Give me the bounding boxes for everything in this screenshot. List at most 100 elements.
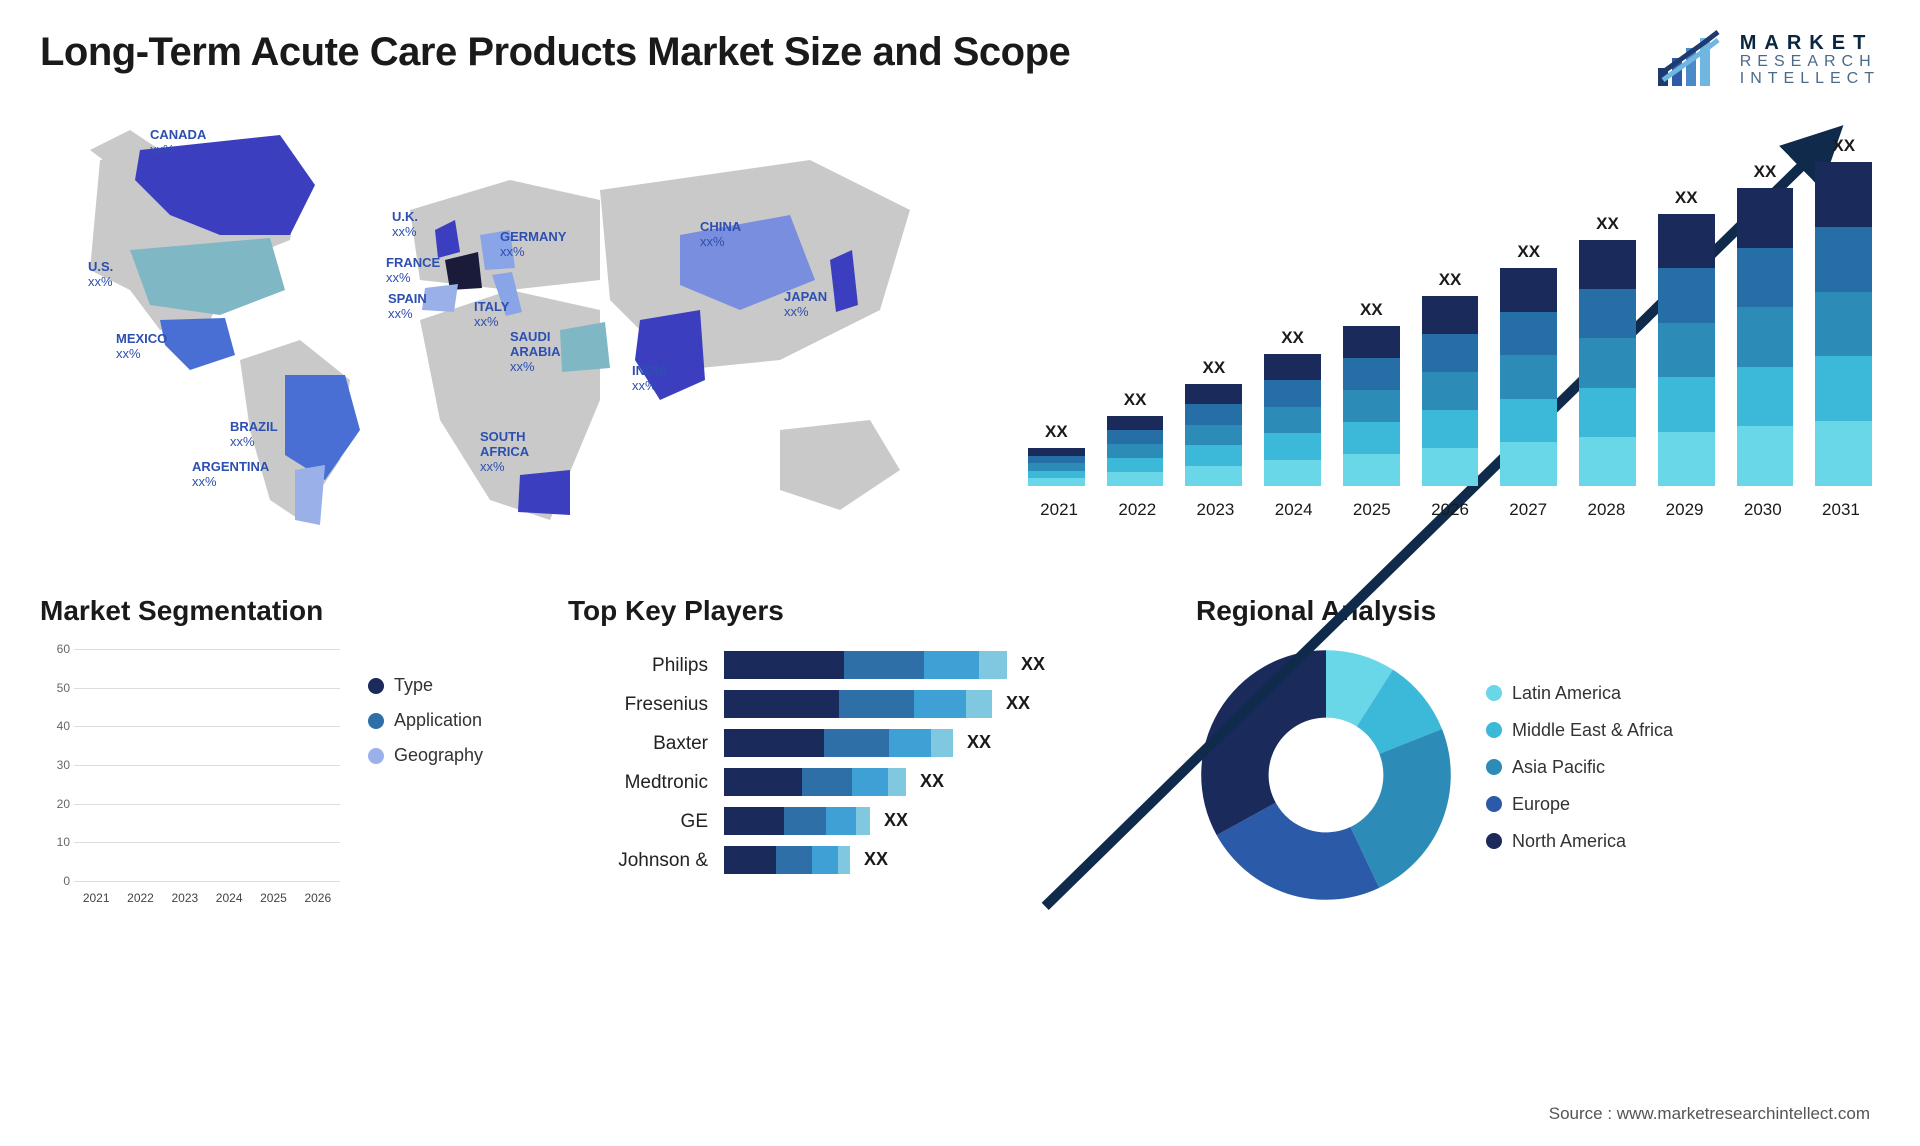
legend-label: Asia Pacific: [1512, 757, 1605, 778]
player-bar-row: XX: [724, 684, 1148, 723]
x-axis-label: 2025: [1333, 500, 1411, 520]
legend-label: Geography: [394, 745, 483, 766]
legend-swatch: [368, 713, 384, 729]
map-label: MEXICOxx%: [116, 332, 167, 362]
bar-segment: [824, 729, 889, 757]
x-axis-label: 2023: [163, 891, 207, 905]
bar-segment: [1658, 268, 1715, 322]
main-bar-col: XX: [1414, 270, 1487, 486]
main-bar-col: XX: [1729, 162, 1802, 486]
bar-segment: [852, 768, 888, 796]
key-players-title: Top Key Players: [568, 595, 1148, 627]
bar-value-label: XX: [1360, 300, 1383, 320]
bar-value-label: XX: [1675, 188, 1698, 208]
main-bar-col: XX: [1807, 136, 1880, 486]
bar-segment: [1579, 437, 1636, 486]
y-axis-label: 10: [40, 835, 70, 849]
y-axis-label: 0: [40, 874, 70, 888]
player-name: Johnson &: [568, 842, 708, 881]
regional-legend: Latin AmericaMiddle East & AfricaAsia Pa…: [1486, 683, 1673, 868]
bar-segment: [802, 768, 852, 796]
bar-segment: [1579, 240, 1636, 289]
bar-segment: [1422, 334, 1479, 372]
legend-swatch: [368, 678, 384, 694]
bar-segment: [724, 729, 824, 757]
y-axis-label: 20: [40, 797, 70, 811]
bar-segment: [888, 768, 906, 796]
x-axis-label: 2024: [1255, 500, 1333, 520]
bar-segment: [1815, 227, 1872, 292]
x-axis-label: 2028: [1567, 500, 1645, 520]
main-bar-col: XX: [1177, 358, 1250, 486]
bar-value-label: XX: [1021, 654, 1045, 675]
bar-segment: [1500, 399, 1557, 443]
map-label: ITALYxx%: [474, 300, 509, 330]
bar-value-label: XX: [967, 732, 991, 753]
bar-segment: [1500, 355, 1557, 399]
main-bar-col: XX: [1492, 242, 1565, 486]
legend-label: Latin America: [1512, 683, 1621, 704]
player-bar-row: XX: [724, 801, 1148, 840]
legend-item: North America: [1486, 831, 1673, 852]
bar-segment: [1737, 188, 1794, 248]
bar-value-label: XX: [1281, 328, 1304, 348]
page-title: Long-Term Acute Care Products Market Siz…: [40, 30, 1070, 75]
bar-segment: [1343, 326, 1400, 358]
bar-segment: [1343, 358, 1400, 390]
x-axis-label: 2022: [118, 891, 162, 905]
map-label: SOUTHAFRICAxx%: [480, 430, 529, 475]
map-label: SAUDIARABIAxx%: [510, 330, 561, 375]
bar-segment: [1264, 433, 1321, 459]
map-label: ARGENTINAxx%: [192, 460, 269, 490]
main-bar-col: XX: [1335, 300, 1408, 486]
x-axis-label: 2023: [1176, 500, 1254, 520]
bar-segment: [889, 729, 931, 757]
legend-swatch: [368, 748, 384, 764]
bar-segment: [966, 690, 992, 718]
player-name: Philips: [568, 647, 708, 686]
bar-segment: [1185, 466, 1242, 486]
bar-segment: [784, 807, 826, 835]
player-bar-row: XX: [724, 840, 1148, 879]
map-label: U.S.xx%: [88, 260, 113, 290]
player-name: GE: [568, 803, 708, 842]
main-bar-col: XX: [1256, 328, 1329, 486]
donut-slice: [1201, 650, 1326, 835]
bar-segment: [1107, 416, 1164, 430]
bar-value-label: XX: [1517, 242, 1540, 262]
bar-segment: [1185, 384, 1242, 404]
source-text: Source : www.marketresearchintellect.com: [1549, 1104, 1870, 1124]
bar-segment: [724, 807, 784, 835]
bar-segment: [724, 768, 802, 796]
bar-segment: [1422, 372, 1479, 410]
bar-segment: [931, 729, 953, 757]
main-bar-col: XX: [1571, 214, 1644, 486]
bar-segment: [914, 690, 966, 718]
logo-icon: [1658, 30, 1730, 90]
bar-segment: [1422, 448, 1479, 486]
key-players-panel: Top Key Players PhilipsFreseniusBaxterMe…: [568, 595, 1148, 905]
y-axis-label: 60: [40, 642, 70, 656]
x-axis-label: 2029: [1646, 500, 1724, 520]
bar-segment: [1579, 388, 1636, 437]
header: Long-Term Acute Care Products Market Siz…: [40, 30, 1880, 90]
bar-segment: [724, 846, 776, 874]
bar-segment: [1579, 338, 1636, 387]
main-bar-col: XX: [1099, 390, 1172, 486]
map-label: CHINAxx%: [700, 220, 741, 250]
bar-segment: [1658, 214, 1715, 268]
bar-segment: [1028, 456, 1085, 464]
bar-value-label: XX: [1045, 422, 1068, 442]
map-label: U.K.xx%: [392, 210, 418, 240]
bar-segment: [1343, 422, 1400, 454]
bar-segment: [1028, 463, 1085, 471]
logo-word-3: INTELLECT: [1740, 71, 1880, 88]
bar-segment: [1500, 442, 1557, 486]
top-row: CANADAxx%U.S.xx%MEXICOxx%BRAZILxx%ARGENT…: [40, 120, 1880, 540]
bar-segment: [1107, 472, 1164, 486]
bar-value-label: XX: [884, 810, 908, 831]
bar-segment: [1500, 312, 1557, 356]
x-axis-label: 2022: [1098, 500, 1176, 520]
legend-item: Application: [368, 710, 483, 731]
legend-item: Europe: [1486, 794, 1673, 815]
